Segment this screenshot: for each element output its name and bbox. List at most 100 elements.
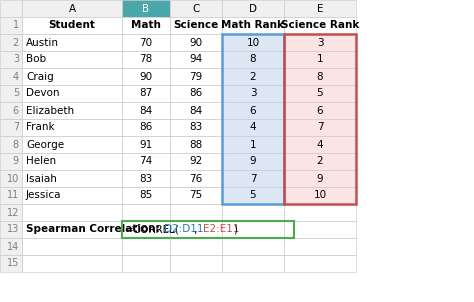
Text: Elizabeth: Elizabeth	[26, 105, 74, 115]
Bar	[0, 221, 22, 238]
Bar	[22, 221, 122, 238]
Bar	[284, 255, 356, 272]
Bar	[170, 51, 222, 68]
Text: A: A	[68, 4, 75, 14]
Text: 3: 3	[13, 54, 19, 65]
Bar	[122, 17, 170, 34]
Bar	[170, 187, 222, 204]
Bar	[284, 102, 356, 119]
Text: 7: 7	[317, 123, 323, 133]
Text: ,: ,	[193, 224, 200, 234]
Bar	[170, 238, 222, 255]
Bar	[22, 170, 122, 187]
Bar	[22, 34, 122, 51]
Bar	[170, 255, 222, 272]
Text: 10: 10	[246, 37, 260, 47]
Bar	[122, 119, 170, 136]
Bar	[122, 187, 170, 204]
Text: 6: 6	[250, 105, 256, 115]
Text: Science Rank: Science Rank	[281, 21, 359, 31]
Bar	[0, 187, 22, 204]
Bar	[284, 17, 356, 34]
Text: 84: 84	[190, 105, 202, 115]
Bar	[170, 34, 222, 51]
Bar	[122, 119, 170, 136]
Bar	[284, 238, 356, 255]
Text: D2:D11: D2:D11	[164, 224, 204, 234]
Text: 3: 3	[250, 88, 256, 98]
Bar	[0, 119, 22, 136]
Bar	[122, 238, 170, 255]
Bar	[22, 17, 122, 34]
Text: 79: 79	[190, 72, 202, 82]
Bar	[22, 0, 122, 17]
Text: 9: 9	[250, 156, 256, 166]
Text: 13: 13	[7, 224, 19, 234]
Bar	[222, 119, 284, 136]
Bar	[0, 221, 22, 238]
Text: 10: 10	[7, 174, 19, 184]
Bar	[122, 51, 170, 68]
Text: 5: 5	[13, 88, 19, 98]
Bar	[22, 68, 122, 85]
Text: 2: 2	[317, 156, 323, 166]
Text: Craig: Craig	[26, 72, 54, 82]
Bar	[122, 170, 170, 187]
Bar	[122, 255, 170, 272]
Bar	[22, 85, 122, 102]
Bar	[170, 17, 222, 34]
Bar	[284, 51, 356, 68]
Bar	[0, 68, 22, 85]
Bar	[284, 204, 356, 221]
Bar	[170, 187, 222, 204]
Text: Isaiah: Isaiah	[26, 174, 57, 184]
Bar	[284, 34, 356, 51]
Bar	[122, 136, 170, 153]
Bar	[222, 204, 284, 221]
Text: 11: 11	[7, 191, 19, 201]
Bar	[222, 34, 284, 204]
Bar	[122, 153, 170, 170]
Bar	[170, 17, 222, 34]
Bar	[0, 153, 22, 170]
Bar	[0, 170, 22, 187]
Bar	[22, 85, 122, 102]
Bar	[122, 85, 170, 102]
Bar	[0, 238, 22, 255]
Bar	[222, 153, 284, 170]
Bar	[222, 102, 284, 119]
Bar	[0, 102, 22, 119]
Bar	[284, 85, 356, 102]
Bar	[284, 170, 356, 187]
Bar	[284, 187, 356, 204]
Bar	[22, 51, 122, 68]
Bar	[222, 238, 284, 255]
Bar	[0, 238, 22, 255]
Bar	[22, 187, 122, 204]
Bar	[22, 119, 122, 136]
Bar	[122, 170, 170, 187]
Bar	[22, 102, 122, 119]
Bar	[222, 34, 284, 51]
Bar	[122, 187, 170, 204]
Bar	[22, 187, 122, 204]
Text: 4: 4	[317, 140, 323, 149]
Bar	[170, 221, 222, 238]
Bar	[0, 204, 22, 221]
Bar	[170, 255, 222, 272]
Text: 2: 2	[13, 37, 19, 47]
Bar	[0, 0, 22, 17]
Text: 78: 78	[139, 54, 153, 65]
Bar	[0, 136, 22, 153]
Text: 70: 70	[139, 37, 153, 47]
Bar	[284, 221, 356, 238]
Bar	[170, 153, 222, 170]
Bar	[284, 119, 356, 136]
Bar	[122, 85, 170, 102]
Bar	[222, 170, 284, 187]
Text: 14: 14	[7, 242, 19, 252]
Text: 83: 83	[190, 123, 202, 133]
Bar	[222, 136, 284, 153]
Text: 8: 8	[13, 140, 19, 149]
Bar	[170, 153, 222, 170]
